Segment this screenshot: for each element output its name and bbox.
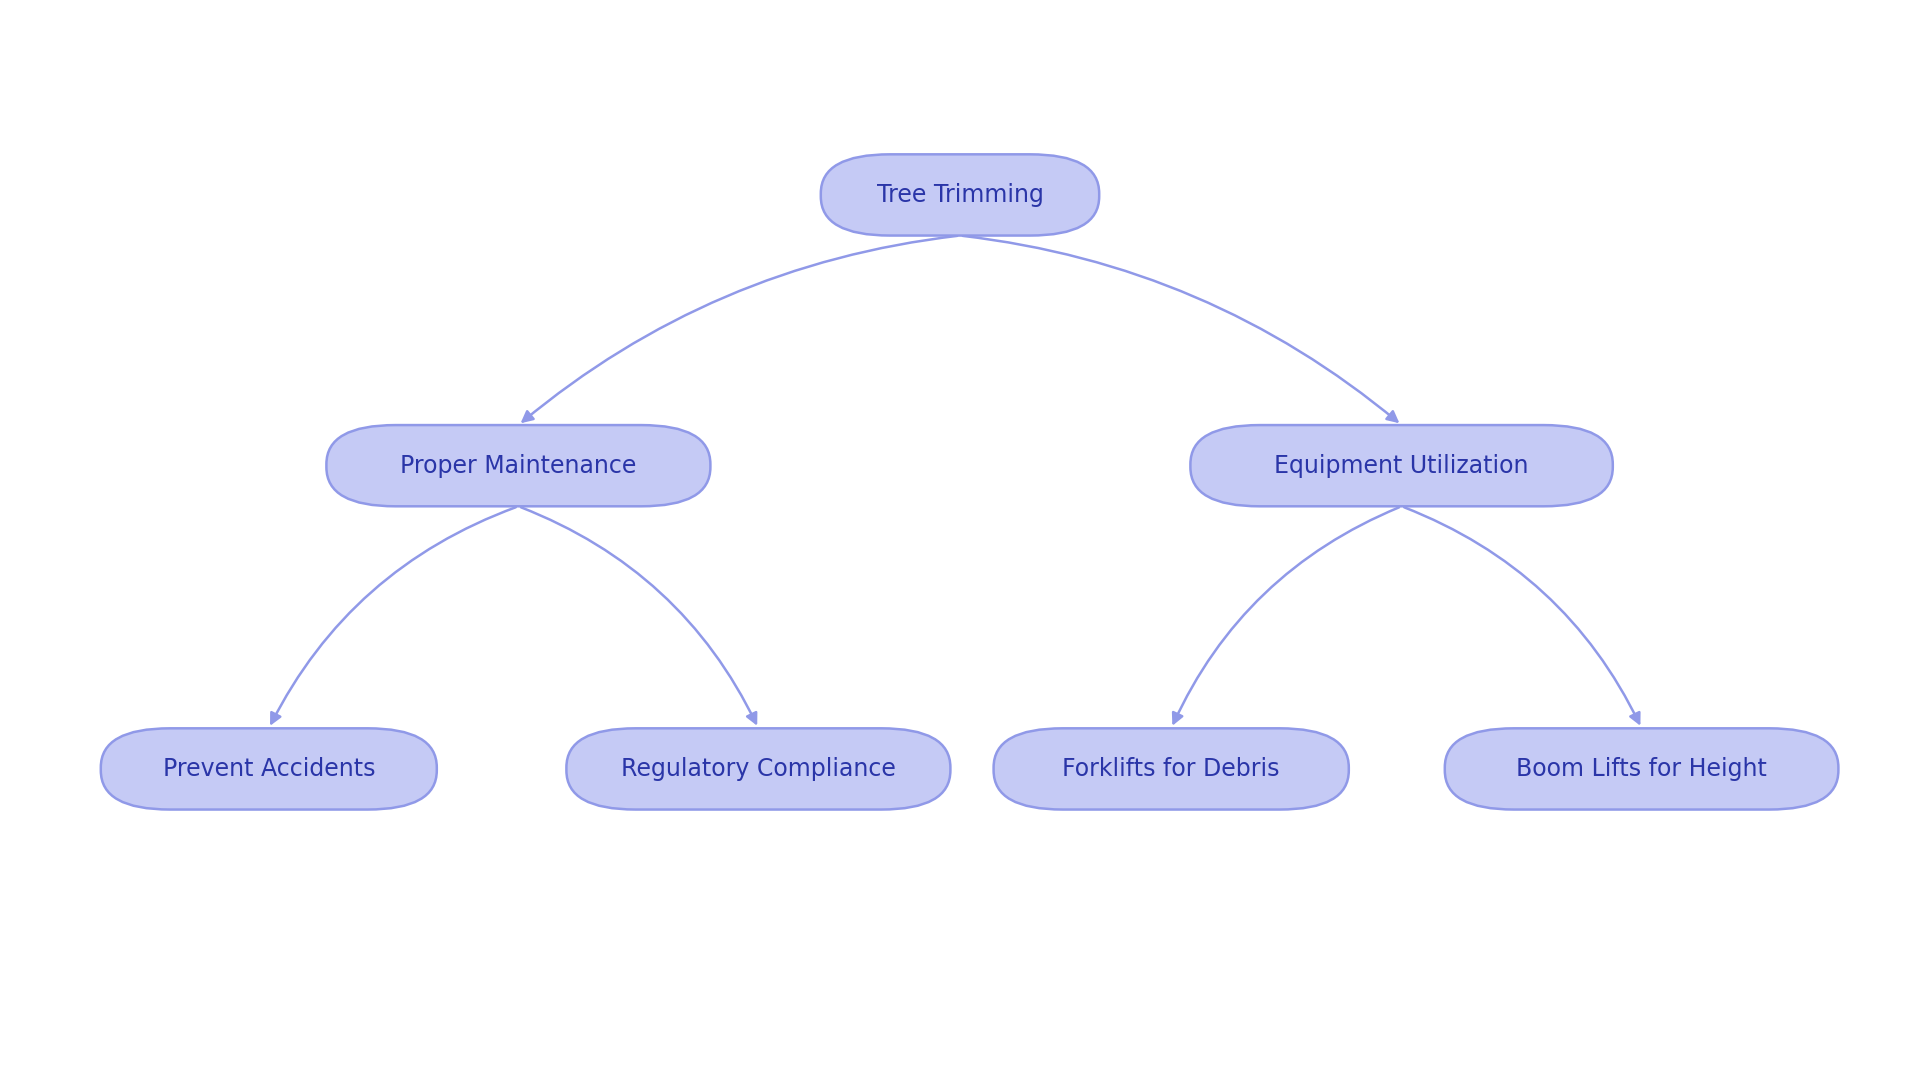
Text: Equipment Utilization: Equipment Utilization [1275,454,1528,478]
FancyBboxPatch shape [566,728,950,810]
FancyBboxPatch shape [995,728,1348,810]
FancyBboxPatch shape [326,426,710,507]
FancyBboxPatch shape [102,728,438,810]
Text: Proper Maintenance: Proper Maintenance [399,454,637,478]
FancyBboxPatch shape [822,155,1098,236]
Text: Forklifts for Debris: Forklifts for Debris [1062,757,1281,781]
Text: Tree Trimming: Tree Trimming [877,183,1043,207]
Text: Boom Lifts for Height: Boom Lifts for Height [1517,757,1766,781]
Text: Regulatory Compliance: Regulatory Compliance [620,757,897,781]
FancyBboxPatch shape [1444,728,1837,810]
Text: Prevent Accidents: Prevent Accidents [163,757,374,781]
FancyBboxPatch shape [1190,426,1613,507]
